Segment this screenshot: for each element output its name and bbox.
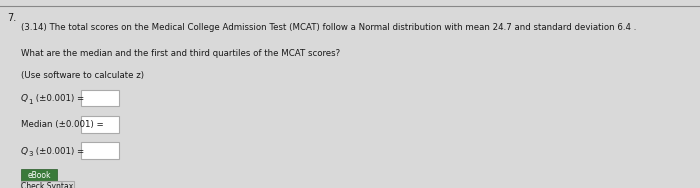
Text: What are the median and the first and third quartiles of the MCAT scores?: What are the median and the first and th…: [21, 49, 340, 58]
Text: Median (±0.001) =: Median (±0.001) =: [21, 120, 106, 129]
Text: 3: 3: [28, 151, 32, 157]
Text: Q: Q: [21, 147, 28, 156]
FancyBboxPatch shape: [21, 169, 57, 182]
FancyBboxPatch shape: [21, 181, 74, 188]
Text: (±0.001) =: (±0.001) =: [33, 94, 87, 103]
Text: (±0.001) =: (±0.001) =: [33, 147, 87, 156]
Text: 1: 1: [28, 99, 32, 105]
Text: 7.: 7.: [7, 13, 16, 23]
Text: Check Syntax: Check Syntax: [21, 182, 74, 188]
FancyBboxPatch shape: [80, 116, 119, 133]
Text: (Use software to calculate z): (Use software to calculate z): [21, 71, 144, 80]
Text: eBook: eBook: [27, 171, 51, 180]
Text: Q: Q: [21, 94, 28, 103]
FancyBboxPatch shape: [80, 90, 119, 106]
FancyBboxPatch shape: [80, 142, 119, 159]
Text: (3.14) The total scores on the Medical College Admission Test (MCAT) follow a No: (3.14) The total scores on the Medical C…: [21, 23, 636, 32]
